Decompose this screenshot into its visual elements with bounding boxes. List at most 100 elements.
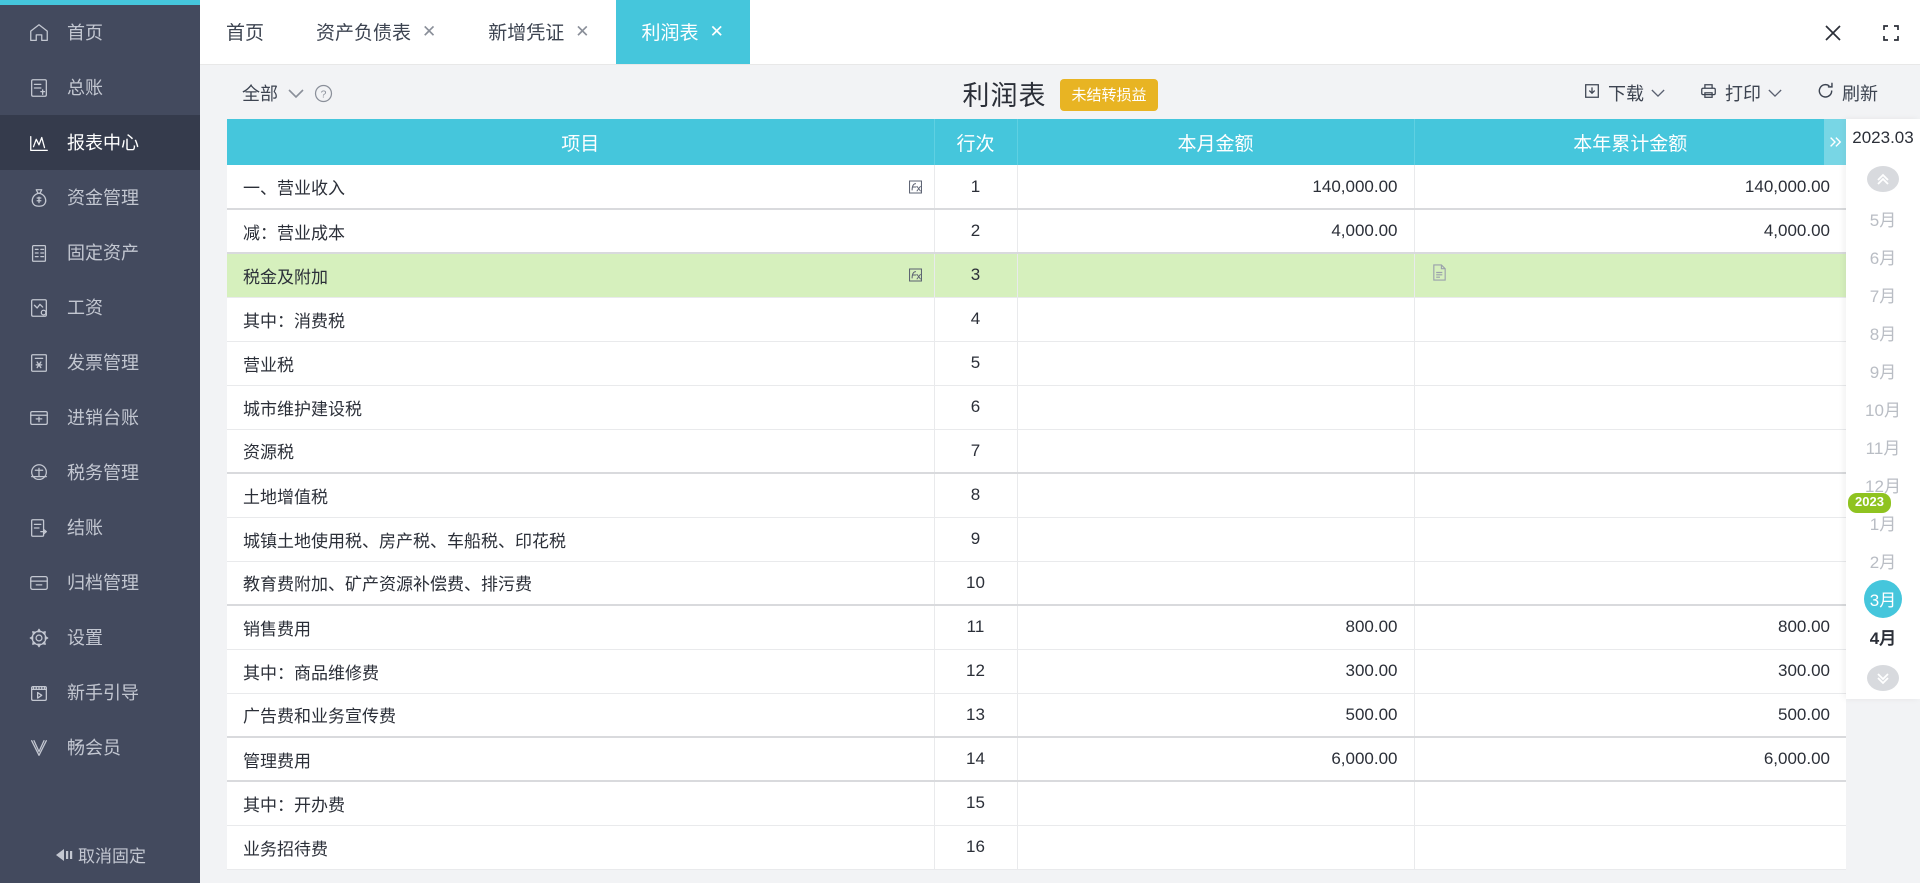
column-header-row-no[interactable]: 行次 <box>934 119 1018 165</box>
cell-year-amount[interactable] <box>1414 429 1846 474</box>
sidebar-collapse-button[interactable]: 取消固定 <box>0 842 200 867</box>
tab-4[interactable]: 利润表 ✕ <box>615 0 750 64</box>
month-item-4[interactable]: 8月 <box>1846 314 1920 352</box>
cell-month-amount[interactable] <box>1017 341 1415 386</box>
cell-item[interactable]: 税金及附加 <box>227 253 935 298</box>
cell-month-amount[interactable] <box>1017 297 1415 342</box>
cell-year-amount[interactable]: 6,000.00 <box>1414 737 1846 782</box>
sidebar-item-2[interactable]: 总账 <box>0 60 200 115</box>
cell-month-amount[interactable]: 6,000.00 <box>1017 737 1415 782</box>
cell-month-amount[interactable]: 300.00 <box>1017 649 1415 694</box>
cell-item[interactable]: 销售费用 <box>227 605 935 650</box>
cell-year-amount[interactable] <box>1414 825 1846 870</box>
cell-item[interactable]: 资源税 <box>227 429 935 474</box>
table-row[interactable]: 其中：消费税 4 <box>227 297 1846 342</box>
cell-year-amount[interactable]: 140,000.00 <box>1414 165 1846 210</box>
formula-icon[interactable] <box>907 267 924 284</box>
cell-year-amount[interactable] <box>1414 781 1846 826</box>
refresh-button[interactable]: 刷新 <box>1816 80 1878 106</box>
table-row[interactable]: 资源税 7 <box>227 429 1846 474</box>
sidebar-item-11[interactable]: 归档管理 <box>0 555 200 610</box>
table-row[interactable]: 城镇土地使用税、房产税、车船税、印花税 9 <box>227 517 1846 562</box>
cell-month-amount[interactable] <box>1017 825 1415 870</box>
cell-month-amount[interactable] <box>1017 385 1415 430</box>
scroll-up-icon[interactable] <box>1867 165 1899 192</box>
sidebar-item-8[interactable]: 进销台账 <box>0 390 200 445</box>
table-row[interactable]: 土地增值税 8 <box>227 473 1846 518</box>
panel-collapse-toggle[interactable] <box>1824 119 1846 165</box>
table-row[interactable]: 广告费和业务宣传费 13 500.00 500.00 <box>227 693 1846 738</box>
sidebar-item-7[interactable]: 发票管理 <box>0 335 200 390</box>
cell-year-amount[interactable] <box>1414 517 1846 562</box>
month-item-5[interactable]: 9月 <box>1846 352 1920 390</box>
cell-month-amount[interactable] <box>1017 253 1415 298</box>
tab-close-icon[interactable]: ✕ <box>575 22 590 41</box>
sidebar-item-12[interactable]: 设置 <box>0 610 200 665</box>
table-row[interactable]: 管理费用 14 6,000.00 6,000.00 <box>227 737 1846 782</box>
table-row[interactable]: 城市维护建设税 6 <box>227 385 1846 430</box>
sidebar-item-9[interactable]: 税务管理 <box>0 445 200 500</box>
cell-year-amount[interactable]: 4,000.00 <box>1414 209 1846 254</box>
sidebar-item-1[interactable]: 首页 <box>0 5 200 60</box>
download-button[interactable]: 下载 <box>1583 80 1665 106</box>
column-header-year-amount[interactable]: 本年累计金额 <box>1414 119 1846 165</box>
cell-year-amount[interactable] <box>1414 561 1846 606</box>
formula-icon[interactable] <box>907 178 924 195</box>
cell-item[interactable]: 其中：商品维修费 <box>227 649 935 694</box>
question-circle-icon[interactable]: ? <box>314 84 333 103</box>
table-row[interactable]: 减：营业成本 2 4,000.00 4,000.00 <box>227 209 1846 254</box>
cell-year-amount[interactable] <box>1414 297 1846 342</box>
sidebar-item-14[interactable]: 畅会员 <box>0 720 200 775</box>
tab-close-icon[interactable]: ✕ <box>422 22 437 41</box>
sidebar-item-5[interactable]: 固定资产 <box>0 225 200 280</box>
table-row[interactable]: 税金及附加 3 <box>227 253 1846 298</box>
month-item-6[interactable]: 10月 <box>1846 390 1920 428</box>
cell-month-amount[interactable] <box>1017 517 1415 562</box>
cell-item[interactable]: 营业税 <box>227 341 935 386</box>
cell-month-amount[interactable] <box>1017 473 1415 518</box>
cell-year-amount[interactable]: 500.00 <box>1414 693 1846 738</box>
cell-item[interactable]: 城镇土地使用税、房产税、车船税、印花税 <box>227 517 935 562</box>
maximize-window-button[interactable] <box>1862 0 1920 65</box>
cell-item[interactable]: 其中：消费税 <box>227 297 935 342</box>
table-row[interactable]: 销售费用 11 800.00 800.00 <box>227 605 1846 650</box>
month-item-11[interactable]: 3月 <box>1846 579 1920 618</box>
table-row[interactable]: 营业税 5 <box>227 341 1846 386</box>
close-window-button[interactable] <box>1804 0 1862 65</box>
cell-item[interactable]: 城市维护建设税 <box>227 385 935 430</box>
cell-year-amount[interactable] <box>1414 473 1846 518</box>
table-row[interactable]: 其中：商品维修费 12 300.00 300.00 <box>227 649 1846 694</box>
cell-item[interactable]: 管理费用 <box>227 737 935 782</box>
cell-month-amount[interactable]: 800.00 <box>1017 605 1415 650</box>
cell-item[interactable]: 其中：开办费 <box>227 781 935 826</box>
cell-month-amount[interactable] <box>1017 781 1415 826</box>
month-item-1[interactable]: 5月 <box>1846 200 1920 238</box>
scroll-down-icon[interactable] <box>1867 664 1899 692</box>
cell-year-amount[interactable] <box>1414 385 1846 430</box>
sidebar-item-3[interactable]: 报表中心 <box>0 115 200 170</box>
current-period-display[interactable]: 2023.03 <box>1846 119 1920 157</box>
cell-item[interactable]: 一、营业收入 <box>227 165 935 210</box>
cell-month-amount[interactable]: 140,000.00 <box>1017 165 1415 210</box>
cell-year-amount[interactable] <box>1414 341 1846 386</box>
table-row[interactable]: 其中：开办费 15 <box>227 781 1846 826</box>
tab-1[interactable]: 首页 <box>200 0 290 64</box>
cell-item[interactable]: 广告费和业务宣传费 <box>227 693 935 738</box>
sidebar-item-6[interactable]: 工资 <box>0 280 200 335</box>
sidebar-item-4[interactable]: 资金管理 <box>0 170 200 225</box>
month-item-7[interactable]: 11月 <box>1846 428 1920 466</box>
cell-item[interactable]: 业务招待费 <box>227 825 935 870</box>
column-header-item[interactable]: 项目 <box>227 119 935 165</box>
sidebar-item-10[interactable]: 结账 <box>0 500 200 555</box>
tab-3[interactable]: 新增凭证 ✕ <box>462 0 615 64</box>
column-header-month-amount[interactable]: 本月金额 <box>1017 119 1415 165</box>
cell-month-amount[interactable]: 500.00 <box>1017 693 1415 738</box>
cell-item[interactable]: 土地增值税 <box>227 473 935 518</box>
cell-item[interactable]: 教育费附加、矿产资源补偿费、排污费 <box>227 561 935 606</box>
tab-2[interactable]: 资产负债表 ✕ <box>290 0 462 64</box>
month-item-2[interactable]: 6月 <box>1846 238 1920 276</box>
cell-item[interactable]: 减：营业成本 <box>227 209 935 254</box>
cell-year-amount[interactable] <box>1414 253 1846 298</box>
scope-filter-select[interactable]: 全部 ? <box>242 80 333 106</box>
month-item-12[interactable]: 4月 <box>1846 618 1920 656</box>
